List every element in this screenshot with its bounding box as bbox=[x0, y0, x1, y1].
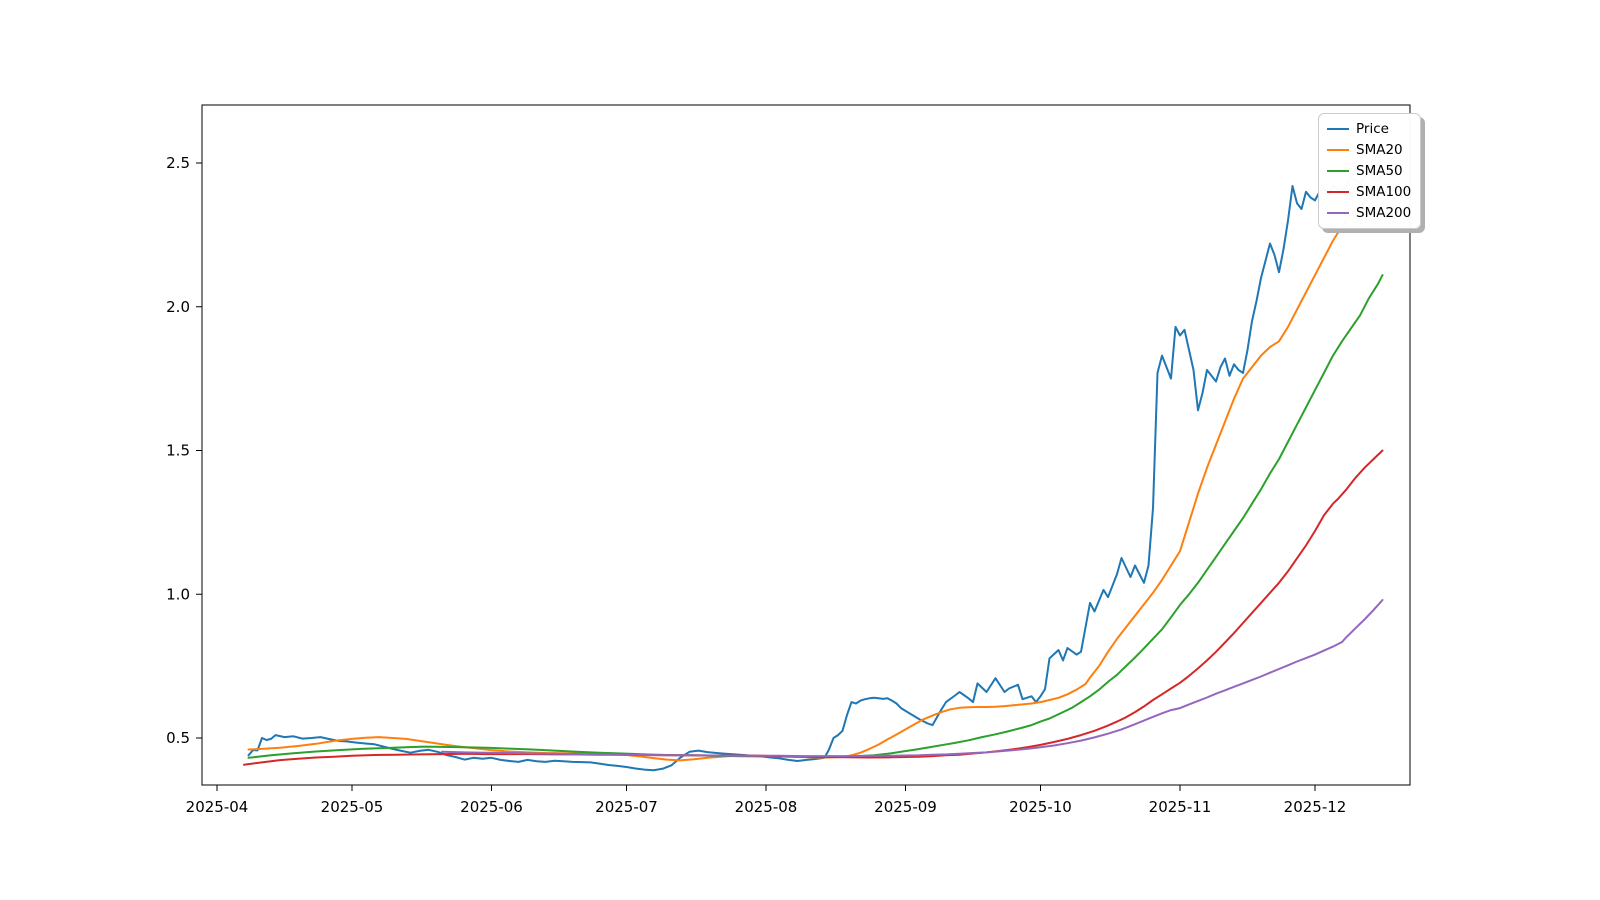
legend-entry-sma200: SMA200 bbox=[1327, 205, 1411, 221]
x-tick-label: 2025-08 bbox=[735, 798, 798, 816]
legend-line-swatch bbox=[1327, 170, 1349, 172]
y-tick-label: 2.5 bbox=[166, 154, 190, 172]
x-tick-label: 2025-11 bbox=[1149, 798, 1212, 816]
y-tick-label: 2.0 bbox=[166, 298, 190, 316]
plot-area bbox=[201, 104, 1411, 786]
series-line-sma200 bbox=[441, 599, 1384, 758]
legend-label: Price bbox=[1356, 121, 1389, 137]
legend-line-swatch bbox=[1327, 149, 1349, 151]
legend: Price SMA20 SMA50 SMA100 SMA200 bbox=[1318, 113, 1422, 229]
legend-label: SMA200 bbox=[1356, 205, 1412, 221]
legend-label: SMA20 bbox=[1356, 142, 1403, 158]
legend-label: SMA100 bbox=[1356, 184, 1412, 200]
legend-line-swatch bbox=[1327, 191, 1349, 193]
y-tick-label: 0.5 bbox=[166, 729, 190, 747]
x-tick-label: 2025-04 bbox=[186, 798, 249, 816]
legend-entry-sma100: SMA100 bbox=[1327, 184, 1411, 200]
x-tick-label: 2025-12 bbox=[1284, 798, 1347, 816]
x-tick-label: 2025-09 bbox=[874, 798, 937, 816]
legend-line-swatch bbox=[1327, 212, 1349, 214]
legend-entry-price: Price bbox=[1327, 121, 1411, 137]
legend-entry-sma20: SMA20 bbox=[1327, 142, 1411, 158]
series-line-price bbox=[247, 170, 1384, 772]
x-tick-label: 2025-07 bbox=[595, 798, 658, 816]
y-tick-label: 1.5 bbox=[166, 442, 190, 460]
y-tick-label: 1.0 bbox=[166, 585, 190, 603]
x-tick-label: 2025-10 bbox=[1009, 798, 1072, 816]
legend-line-swatch bbox=[1327, 128, 1349, 130]
x-tick-label: 2025-06 bbox=[460, 798, 523, 816]
series-line-sma50 bbox=[247, 274, 1384, 759]
x-tick-label: 2025-05 bbox=[321, 798, 384, 816]
legend-label: SMA50 bbox=[1356, 163, 1403, 179]
legend-entry-sma50: SMA50 bbox=[1327, 163, 1411, 179]
series-line-sma20 bbox=[247, 187, 1384, 762]
